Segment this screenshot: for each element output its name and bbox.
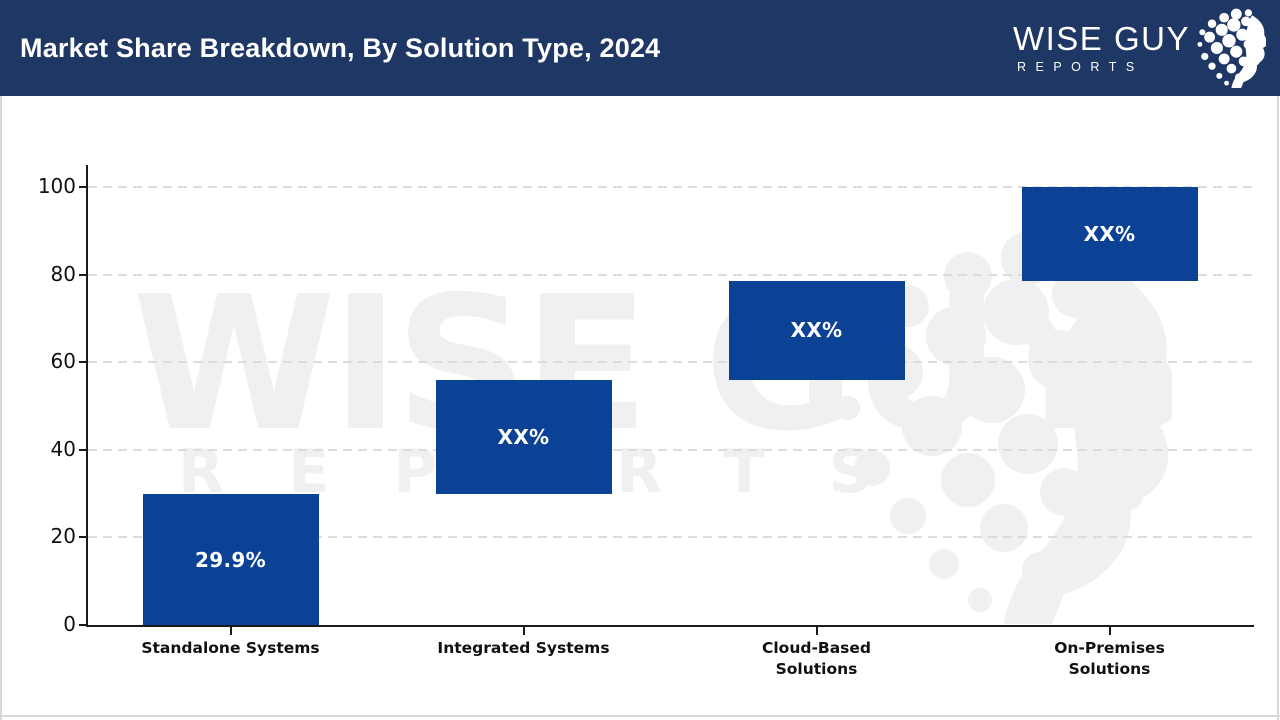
x-axis-tick xyxy=(229,627,232,635)
x-axis-tick xyxy=(522,627,525,635)
y-axis-tick xyxy=(79,624,88,626)
gridline-60 xyxy=(88,361,1252,364)
logo-brand-name: WISE GUY xyxy=(1012,20,1190,57)
bar-standalone-systems: 29.9% xyxy=(142,494,319,625)
x-axis-category-label: Integrated Systems xyxy=(404,638,644,659)
page-border-left xyxy=(0,96,2,720)
bar-integrated-systems: XX% xyxy=(435,379,612,495)
y-axis-tick-label: 0 xyxy=(63,612,76,636)
wise-guy-logo: WISE GUY REPORTS xyxy=(1013,8,1266,88)
bar-value-label: XX% xyxy=(497,424,550,449)
y-axis-tick-label: 60 xyxy=(50,349,76,374)
bar-value-label: 29.9% xyxy=(195,547,266,572)
x-axis-category-label-line: Cloud-Based xyxy=(761,639,871,657)
y-axis-tick-label: 40 xyxy=(50,436,76,461)
y-axis-tick-label: 80 xyxy=(50,261,76,286)
x-axis-line xyxy=(86,625,1254,627)
bar-cloud-based-solutions: XX% xyxy=(728,281,905,380)
page-border-right xyxy=(1277,96,1279,720)
x-axis-category-label-line: Solutions xyxy=(1068,659,1151,678)
logo-text: WISE GUY REPORTS xyxy=(1013,22,1190,74)
y-axis-tick-label: 20 xyxy=(50,524,76,549)
x-axis-tick xyxy=(1108,627,1111,635)
head-profile-dots-icon xyxy=(1197,8,1266,88)
x-axis-category-label-line: On-Premises xyxy=(1054,639,1165,657)
gridline-40 xyxy=(88,448,1252,451)
gridline-100 xyxy=(88,186,1252,188)
logo-brand-sub: REPORTS xyxy=(1016,60,1144,74)
page-border-bottom xyxy=(0,715,1280,717)
x-axis-category-label: Cloud-Based Solutions xyxy=(697,638,937,680)
y-axis-tick xyxy=(79,448,88,451)
y-axis-tick-label: 100 xyxy=(37,174,76,198)
y-axis-tick xyxy=(79,536,88,539)
header: Market Share Breakdown, By Solution Type… xyxy=(0,0,1280,96)
bar-on-premises-solutions: XX% xyxy=(1021,187,1198,282)
x-axis-category-label: Standalone Systems xyxy=(111,638,351,659)
bar-value-label: XX% xyxy=(790,318,843,343)
gridline-20 xyxy=(88,536,1252,539)
y-axis-tick xyxy=(79,186,88,188)
bar-value-label: XX% xyxy=(1083,222,1136,247)
x-axis-category-label-line: Standalone Systems xyxy=(141,639,320,657)
gridline-80 xyxy=(88,273,1252,276)
y-axis-line xyxy=(86,165,88,627)
y-axis-tick xyxy=(79,273,88,276)
x-axis-tick xyxy=(815,627,818,635)
page-title: Market Share Breakdown, By Solution Type… xyxy=(20,32,661,63)
x-axis-category-label-line: Solutions xyxy=(775,659,858,678)
x-axis-category-label: On-Premises Solutions xyxy=(990,638,1230,680)
y-axis-tick xyxy=(79,361,88,364)
x-axis-category-label-line: Integrated Systems xyxy=(437,639,610,657)
